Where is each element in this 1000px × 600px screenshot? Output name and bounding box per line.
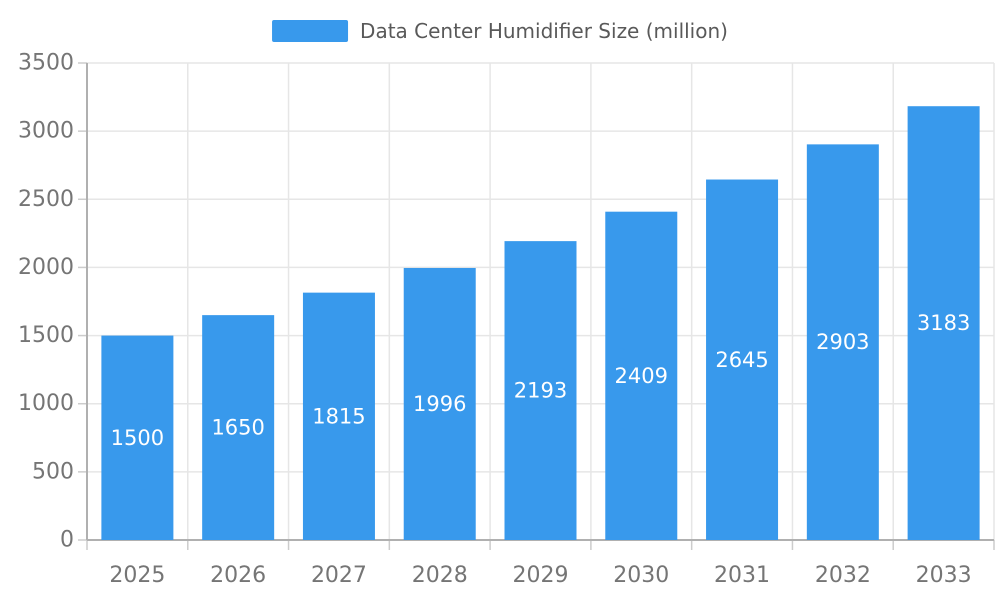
legend-label: Data Center Humidifier Size (million) <box>360 19 728 43</box>
bar-value-label: 1500 <box>111 426 164 450</box>
bar-2025 <box>101 335 174 540</box>
x-axis-tick-label: 2028 <box>412 563 468 588</box>
x-axis-tick-label: 2029 <box>513 563 569 588</box>
y-axis-tick-label: 2000 <box>18 255 74 280</box>
x-axis-tick-label: 2031 <box>714 563 770 588</box>
y-axis-tick-label: 1500 <box>18 323 74 348</box>
x-axis-tick-label: 2026 <box>210 563 266 588</box>
y-axis-tick-label: 0 <box>60 528 74 553</box>
y-axis-tick-label: 3000 <box>18 119 74 144</box>
bar-2031 <box>706 179 779 540</box>
x-axis-tick-label: 2032 <box>815 563 871 588</box>
x-axis-tick-label: 2033 <box>916 563 972 588</box>
bar-value-label: 2193 <box>514 379 567 403</box>
bar-value-label: 2645 <box>715 348 768 372</box>
bar-value-label: 1815 <box>312 404 365 428</box>
bar-value-label: 3183 <box>917 311 970 335</box>
bar-2030 <box>605 211 678 540</box>
bar-2027 <box>302 292 375 540</box>
legend-swatch <box>272 20 349 42</box>
bar-2028 <box>403 267 476 540</box>
y-axis-tick-label: 3500 <box>18 51 74 76</box>
bar-2026 <box>202 315 275 540</box>
bar-value-label: 2903 <box>816 330 869 354</box>
bar-2029 <box>504 241 577 540</box>
bar-2032 <box>806 144 879 541</box>
bar-value-label: 1650 <box>211 416 264 440</box>
y-axis-tick-label: 1000 <box>18 391 74 416</box>
y-axis-tick-label: 500 <box>32 459 74 484</box>
bar-value-label: 1996 <box>413 392 466 416</box>
y-axis-tick-label: 2500 <box>18 187 74 212</box>
bar-value-label: 2409 <box>615 364 668 388</box>
legend[interactable]: Data Center Humidifier Size (million) <box>272 20 728 42</box>
x-axis-tick-label: 2030 <box>613 563 669 588</box>
bar-2033 <box>907 106 980 540</box>
x-axis-tick-label: 2025 <box>109 563 165 588</box>
x-axis-tick-label: 2027 <box>311 563 367 588</box>
